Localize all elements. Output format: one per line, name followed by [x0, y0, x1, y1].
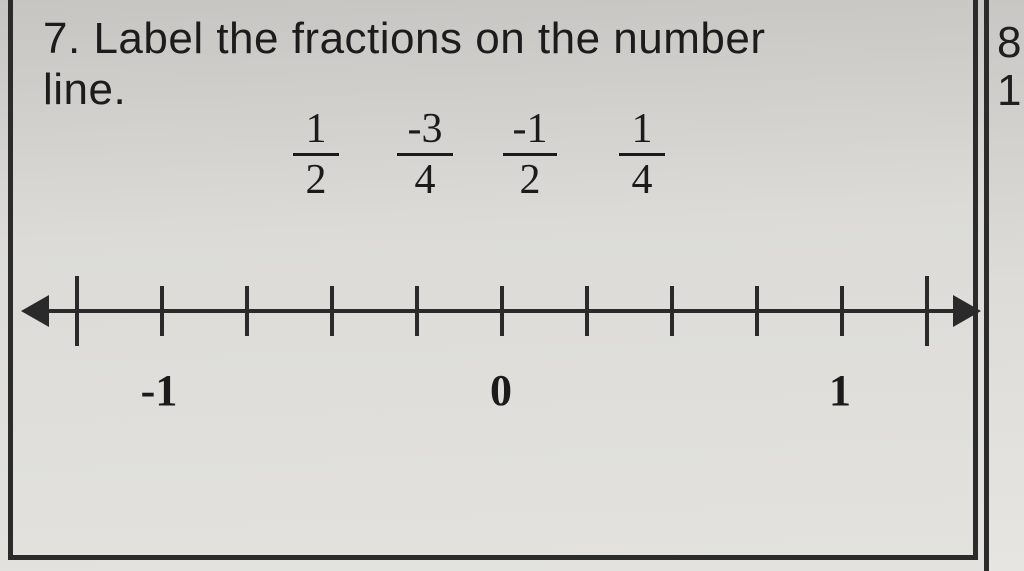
fraction-2: -12 [503, 108, 557, 201]
fraction-0: 12 [293, 108, 339, 201]
fraction-numerator: -1 [503, 108, 557, 150]
question-line1: Label the fractions on the number [93, 14, 765, 65]
question-number: 7. [43, 14, 81, 65]
fraction-numerator: 1 [293, 108, 339, 150]
fraction-denominator: 4 [619, 159, 665, 201]
tick-mark [500, 286, 504, 336]
adjacent-cell-cutoff: 8 1 [984, 0, 1024, 571]
tick-mark [925, 276, 929, 346]
tick-mark [160, 286, 164, 336]
fraction-numerator: 1 [619, 108, 665, 150]
axis-label-0: 0 [461, 365, 541, 416]
fraction-1: -34 [397, 108, 453, 201]
fraction-bar [619, 153, 665, 156]
tick-mark [330, 286, 334, 336]
tick-mark [245, 286, 249, 336]
axis-label-1: 1 [800, 365, 880, 416]
question-text: 7. Label the fractions on the number lin… [43, 14, 765, 115]
fraction-3: 14 [619, 108, 665, 201]
fraction-denominator: 4 [397, 159, 453, 201]
question-box: 7. Label the fractions on the number lin… [8, 0, 978, 560]
cutoff-char-1: 8 [997, 18, 1021, 68]
fractions-row: 12-34-1214 [13, 108, 973, 228]
worksheet-page: 7. Label the fractions on the number lin… [0, 0, 1024, 571]
fraction-bar [397, 153, 453, 156]
tick-mark [75, 276, 79, 346]
fraction-denominator: 2 [503, 159, 557, 201]
cutoff-char-2: 1 [997, 66, 1021, 116]
tick-mark [670, 286, 674, 336]
tick-mark [415, 286, 419, 336]
tick-mark [840, 286, 844, 336]
arrow-right-icon [953, 295, 981, 327]
fraction-denominator: 2 [293, 159, 339, 201]
fraction-bar [293, 153, 339, 156]
fraction-numerator: -3 [397, 108, 453, 150]
tick-mark [755, 286, 759, 336]
tick-mark [585, 286, 589, 336]
number-line [41, 265, 961, 355]
axis-label--1: -1 [119, 365, 199, 416]
fraction-bar [503, 153, 557, 156]
